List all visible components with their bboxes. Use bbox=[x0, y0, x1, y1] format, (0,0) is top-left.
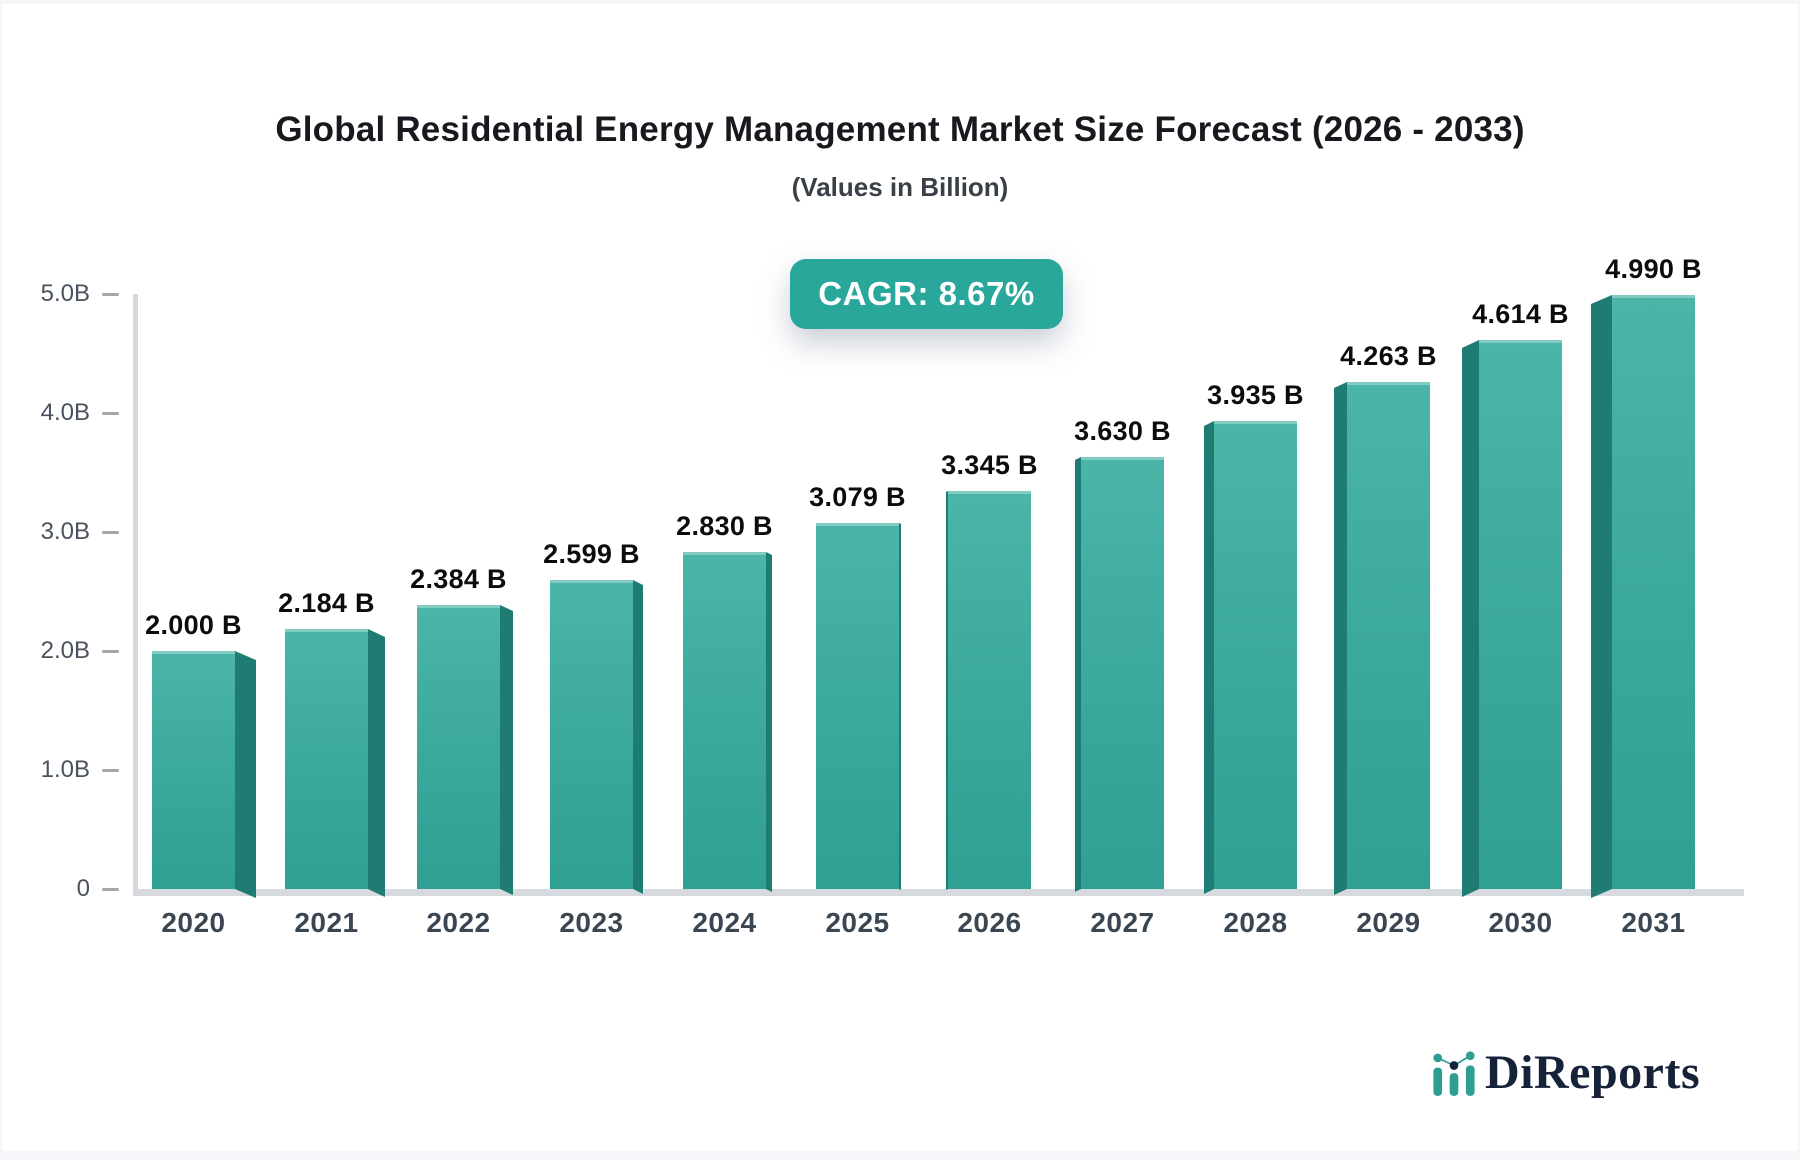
x-axis-label-2025: 2025 bbox=[825, 907, 890, 938]
bar-front-2024 bbox=[683, 552, 766, 889]
bar-value-label-2021: 2.184 B bbox=[278, 588, 375, 618]
y-axis-tick-label: 2.0B bbox=[40, 637, 90, 664]
bar-side-2022 bbox=[500, 605, 513, 895]
bar-front-2022 bbox=[417, 605, 500, 889]
bar-value-label-2023: 2.599 B bbox=[543, 539, 640, 569]
y-axis-tick-label: 0 bbox=[76, 875, 90, 902]
cagr-badge: CAGR: 8.67% bbox=[790, 259, 1063, 329]
bar-front-2027 bbox=[1081, 457, 1164, 889]
bar-value-label-2027: 3.630 B bbox=[1074, 416, 1171, 446]
x-axis-label-2029: 2029 bbox=[1356, 907, 1421, 938]
y-axis-tick-mark bbox=[102, 650, 119, 653]
x-axis-label-2027: 2027 bbox=[1090, 907, 1155, 938]
bar-side-2029 bbox=[1334, 382, 1347, 895]
bar-front-2023 bbox=[550, 580, 633, 889]
y-axis-tick-mark bbox=[102, 293, 119, 296]
bar-value-label-2029: 4.263 B bbox=[1340, 341, 1437, 371]
bar-side-2030 bbox=[1462, 340, 1479, 897]
y-axis-tick-mark bbox=[102, 769, 119, 772]
bar-front-2031 bbox=[1612, 295, 1695, 889]
chart-card: Global Residential Energy Management Mar… bbox=[2, 4, 1798, 1151]
y-axis-tick-mark bbox=[102, 412, 119, 415]
x-axis-label-2024: 2024 bbox=[692, 907, 757, 938]
y-axis-tick-mark bbox=[102, 888, 119, 891]
bar-front-2020 bbox=[152, 651, 235, 889]
bar-value-label-2022: 2.384 B bbox=[410, 564, 507, 594]
bar-front-2026 bbox=[948, 491, 1031, 889]
x-axis-label-2020: 2020 bbox=[161, 907, 226, 938]
x-axis-label-2021: 2021 bbox=[294, 907, 359, 938]
x-axis-label-2028: 2028 bbox=[1223, 907, 1288, 938]
bar-side-2028 bbox=[1204, 421, 1214, 894]
x-axis-baseline bbox=[133, 889, 1744, 896]
bar-value-label-2031: 4.990 B bbox=[1605, 254, 1702, 284]
bar-side-2025 bbox=[899, 523, 901, 890]
bar-value-label-2025: 3.079 B bbox=[809, 482, 906, 512]
y-axis-tick-label: 1.0B bbox=[40, 756, 90, 783]
bar-side-2026 bbox=[946, 491, 948, 890]
bar-value-label-2020: 2.000 B bbox=[145, 610, 242, 640]
y-axis-tick-label: 4.0B bbox=[40, 399, 90, 426]
bar-value-label-2026: 3.345 B bbox=[941, 450, 1038, 480]
y-axis-tick-label: 5.0B bbox=[40, 280, 90, 307]
chart-subtitle: (Values in Billion) bbox=[791, 172, 1009, 202]
bar-front-2030 bbox=[1479, 340, 1562, 889]
bar-side-2027 bbox=[1075, 457, 1081, 892]
bar-chart: 0 1.0B 2.0B 3.0B 4.0B 5.0B 2.000 B 2020 2.184 B 2… bbox=[2, 4, 1800, 1160]
x-axis-label-2031: 2031 bbox=[1621, 907, 1686, 938]
chart-title: Global Residential Energy Management Mar… bbox=[275, 110, 1525, 149]
direports-logo: DiReports bbox=[1431, 1042, 1700, 1102]
bar-value-label-2030: 4.614 B bbox=[1472, 299, 1569, 329]
bar-front-2021 bbox=[285, 629, 368, 889]
bar-side-2023 bbox=[633, 580, 643, 894]
bar-front-2029 bbox=[1347, 382, 1430, 889]
y-axis-tick-label: 3.0B bbox=[40, 518, 90, 545]
bar-side-2031 bbox=[1591, 295, 1612, 898]
x-axis-label-2030: 2030 bbox=[1488, 907, 1553, 938]
bar-side-2024 bbox=[766, 552, 772, 892]
bar-side-2020 bbox=[235, 651, 256, 898]
x-axis-label-2023: 2023 bbox=[559, 907, 624, 938]
bar-chart-logo-icon bbox=[1433, 1051, 1475, 1096]
bar-value-label-2024: 2.830 B bbox=[676, 511, 773, 541]
bar-side-2021 bbox=[368, 629, 385, 897]
bar-front-2025 bbox=[816, 523, 899, 889]
y-axis-tick-mark bbox=[102, 531, 119, 534]
logo-text: DiReports bbox=[1485, 1045, 1701, 1099]
x-axis-label-2026: 2026 bbox=[957, 907, 1022, 938]
bar-front-2028 bbox=[1214, 421, 1297, 889]
cagr-badge-label: CAGR: 8.67% bbox=[818, 275, 1035, 312]
y-axis-line bbox=[133, 294, 138, 896]
x-axis-label-2022: 2022 bbox=[426, 907, 491, 938]
bar-value-label-2028: 3.935 B bbox=[1207, 380, 1304, 410]
